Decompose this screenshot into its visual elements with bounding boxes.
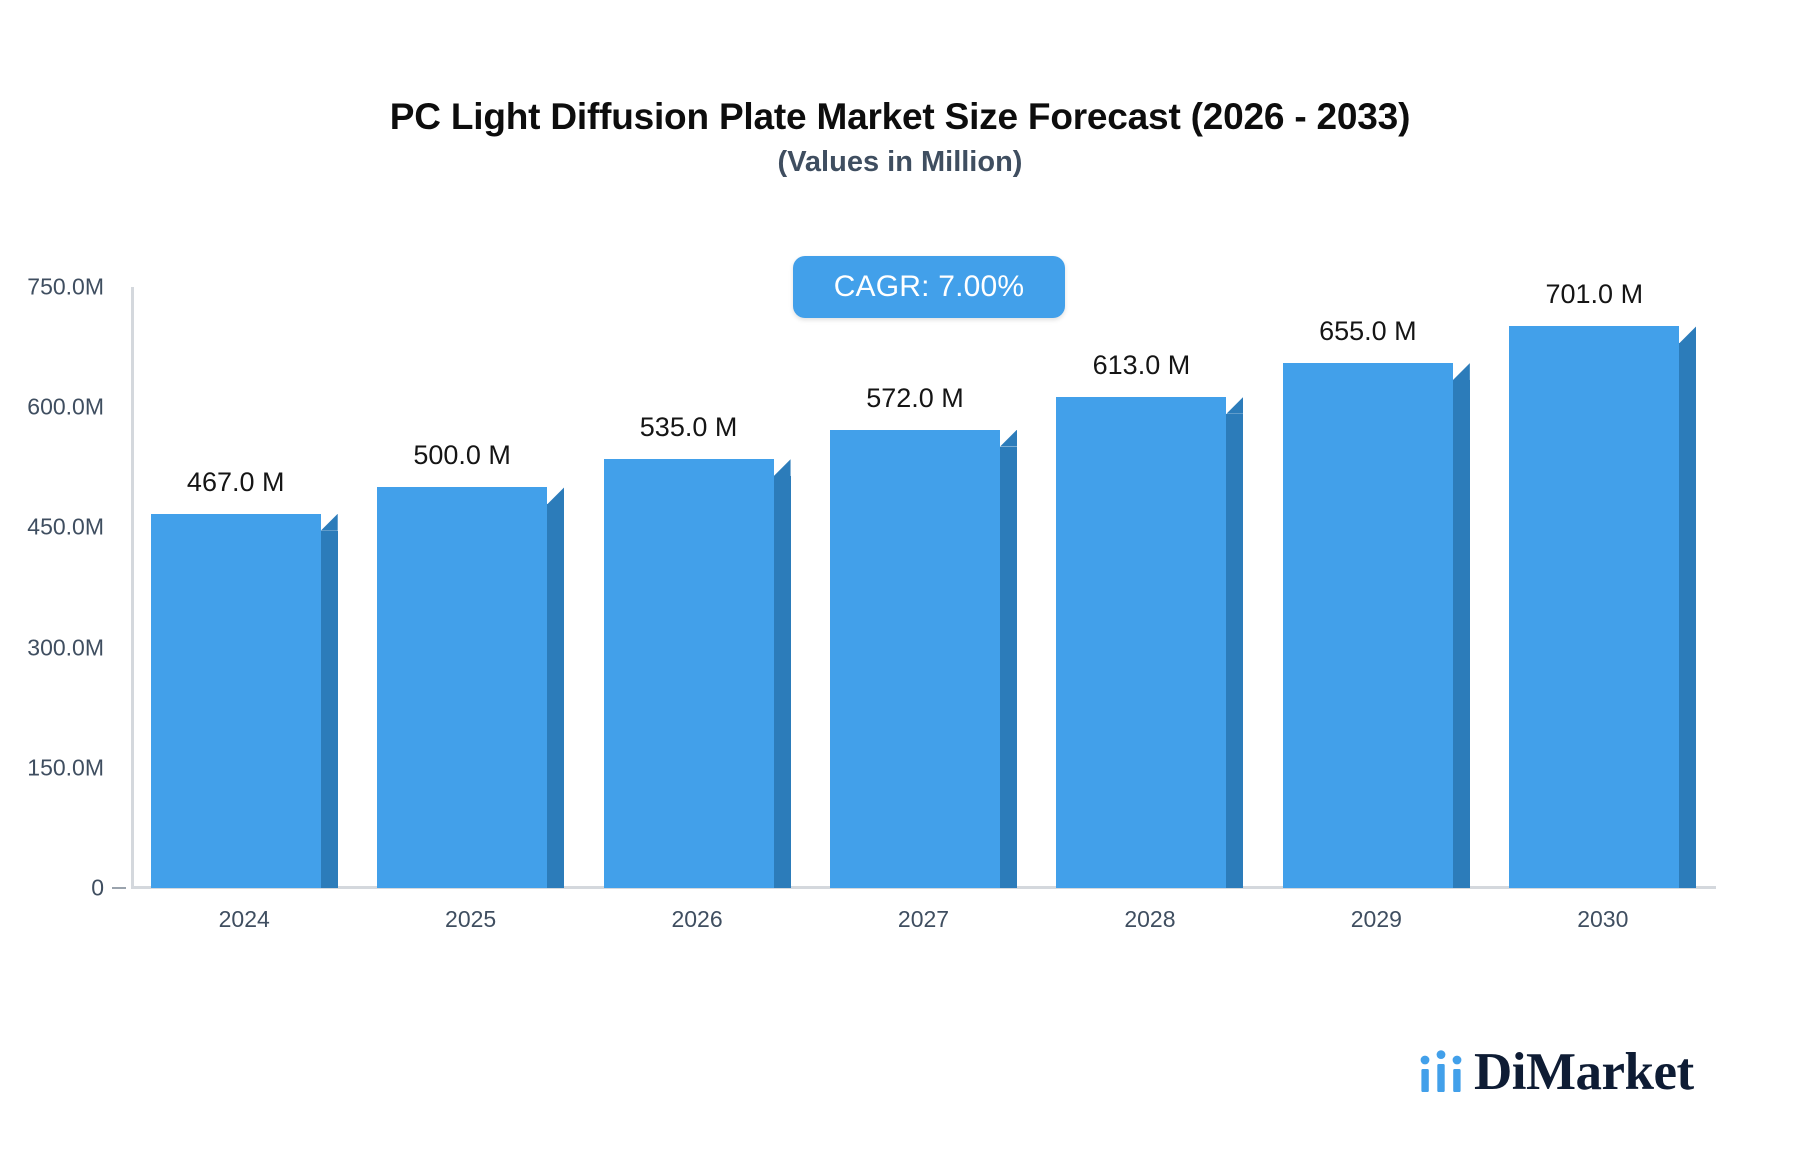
chart-subtitle: (Values in Million) <box>777 146 1023 178</box>
bar-top-bevel <box>1679 326 1697 344</box>
bar-top-bevel <box>320 513 338 531</box>
bar-side-shadow <box>320 530 338 888</box>
bar-value-label: 467.0 M <box>186 466 285 497</box>
bar: 572.0 M <box>830 383 1017 888</box>
y-axis-tick-label: 600.0M <box>27 393 104 420</box>
cagr-badge: CAGR: 7.00% <box>793 256 1065 318</box>
bar-top-bevel <box>773 459 791 477</box>
y-axis-tick-label: 0 <box>91 874 104 901</box>
bar: 535.0 M <box>603 412 791 888</box>
bar-face <box>1509 326 1680 888</box>
bar-value-label: 535.0 M <box>639 412 738 443</box>
bars-group: 467.0 M 500.0 M 535.0 M 572.0 M 613.0 M 655.0… <box>131 279 1716 888</box>
cagr-badge-label: CAGR: 7.00% <box>833 270 1025 303</box>
bar-side-shadow <box>773 476 791 888</box>
x-axis-tick-label: 2025 <box>445 906 497 932</box>
bar-value-label: 701.0 M <box>1545 279 1644 310</box>
bar-top-bevel <box>547 487 565 505</box>
bar-side-shadow <box>1226 413 1244 888</box>
y-axis-tick-label: 150.0M <box>27 754 104 781</box>
x-axis-tick-label: 2028 <box>1124 906 1176 932</box>
bar-side-shadow <box>1000 446 1017 888</box>
x-axis-tick-label: 2026 <box>671 906 723 932</box>
bar-side-shadow <box>1452 380 1470 888</box>
bar-face <box>1056 396 1227 888</box>
bar-face <box>603 459 774 888</box>
bar-side-shadow <box>1679 343 1697 888</box>
bar: 701.0 M <box>1509 279 1697 888</box>
y-axis-zero-tick-mark <box>112 887 126 889</box>
x-axis-tick-label: 2027 <box>897 906 950 932</box>
bar: 655.0 M <box>1282 316 1470 888</box>
y-axis-tick-label: 300.0M <box>27 634 104 661</box>
bar-value-label: 500.0 M <box>413 440 511 471</box>
bar: 500.0 M <box>377 440 565 888</box>
bar: 467.0 M <box>150 467 338 888</box>
bar-side-shadow <box>547 504 565 888</box>
bar-value-label: 572.0 M <box>866 382 964 413</box>
brand-name: DiMarket <box>1474 1043 1694 1101</box>
y-axis-line <box>131 287 134 888</box>
bar-value-label: 613.0 M <box>1092 349 1191 380</box>
bar-face <box>377 487 548 888</box>
bar: 613.0 M <box>1056 350 1244 888</box>
bar-value-label: 655.0 M <box>1319 316 1417 347</box>
y-axis-tick-label: 450.0M <box>27 513 104 540</box>
bar-top-bevel <box>1452 363 1470 381</box>
x-axis-tick-label: 2030 <box>1577 906 1629 932</box>
bar-face <box>150 513 321 888</box>
brand-logo: DiMarket <box>1418 1046 1694 1099</box>
bar-top-bevel <box>1226 396 1244 414</box>
y-axis-tick-label: 750.0M <box>27 273 104 300</box>
bar-face <box>830 429 1000 888</box>
bar-face <box>1282 363 1453 888</box>
x-axis-tick-label: 2029 <box>1350 906 1402 932</box>
page-title: PC Light Diffusion Plate Market Size For… <box>389 96 1411 137</box>
bar-top-bevel <box>1000 429 1017 447</box>
x-axis-tick-label: 2024 <box>218 906 270 932</box>
bar-chart-icon <box>1418 1049 1464 1096</box>
